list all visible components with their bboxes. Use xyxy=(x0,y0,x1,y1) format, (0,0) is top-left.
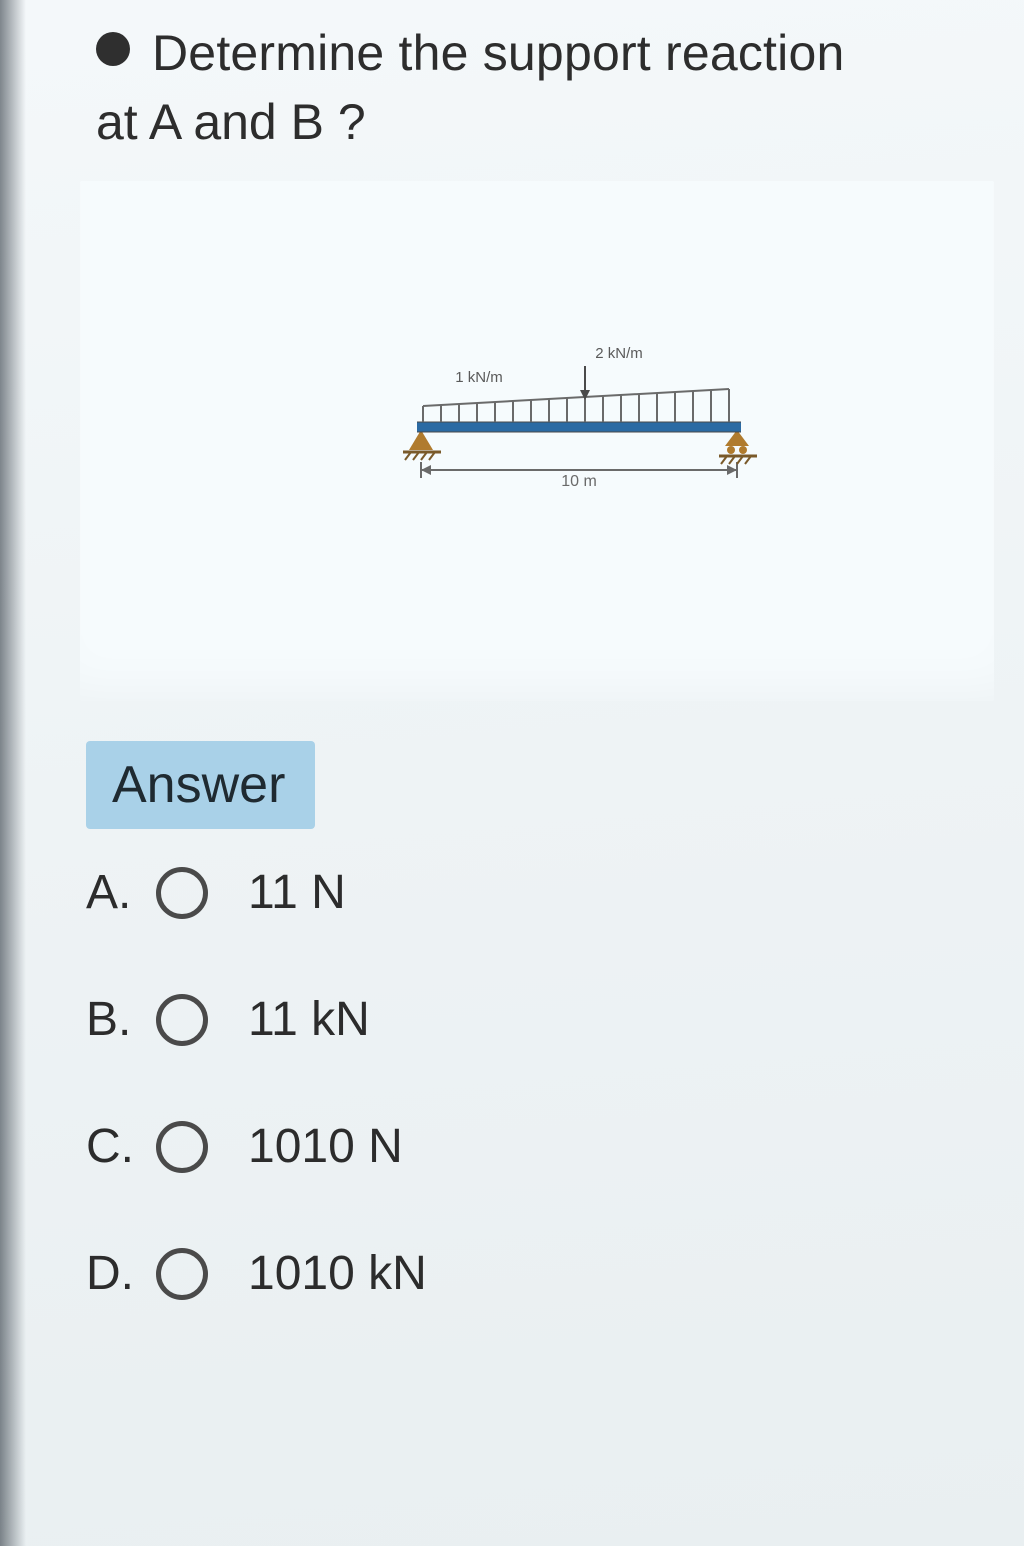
option-d[interactable]: D. 1010 kN xyxy=(86,1246,1024,1301)
radio-icon[interactable] xyxy=(156,867,208,919)
option-letter: A. xyxy=(86,865,134,920)
option-text: 1010 N xyxy=(248,1119,403,1174)
answer-badge: Answer xyxy=(86,741,315,829)
question-text-line1: Determine the support reaction xyxy=(152,22,844,85)
option-text: 1010 kN xyxy=(248,1246,427,1301)
radio-icon[interactable] xyxy=(156,1121,208,1173)
question-block: Determine the support reaction at A and … xyxy=(0,0,1024,153)
option-letter: B. xyxy=(86,992,134,1047)
option-text: 11 N xyxy=(248,865,346,920)
beam-diagram: 10 m xyxy=(369,310,789,510)
option-c[interactable]: C. 1010 N xyxy=(86,1119,1024,1174)
dimension-label: 10 m xyxy=(561,473,597,490)
radio-icon[interactable] xyxy=(156,1248,208,1300)
question-text-line2: at A and B ? xyxy=(96,91,1004,154)
option-text: 11 kN xyxy=(248,992,370,1047)
load-label-right: 2 kN/m xyxy=(595,345,643,362)
option-letter: C. xyxy=(86,1119,134,1174)
options-list: A. 11 N B. 11 kN C. 1010 N D. 1010 kN xyxy=(86,865,1024,1301)
option-a[interactable]: A. 11 N xyxy=(86,865,1024,920)
question-line-1: Determine the support reaction xyxy=(96,22,1004,85)
option-b[interactable]: B. 11 kN xyxy=(86,992,1024,1047)
load-label-left: 1 kN/m xyxy=(455,369,503,386)
page-root: Determine the support reaction at A and … xyxy=(0,0,1024,1546)
option-letter: D. xyxy=(86,1246,134,1301)
bullet-icon xyxy=(96,32,130,66)
figure-area: 10 m xyxy=(80,181,994,701)
radio-icon[interactable] xyxy=(156,994,208,1046)
